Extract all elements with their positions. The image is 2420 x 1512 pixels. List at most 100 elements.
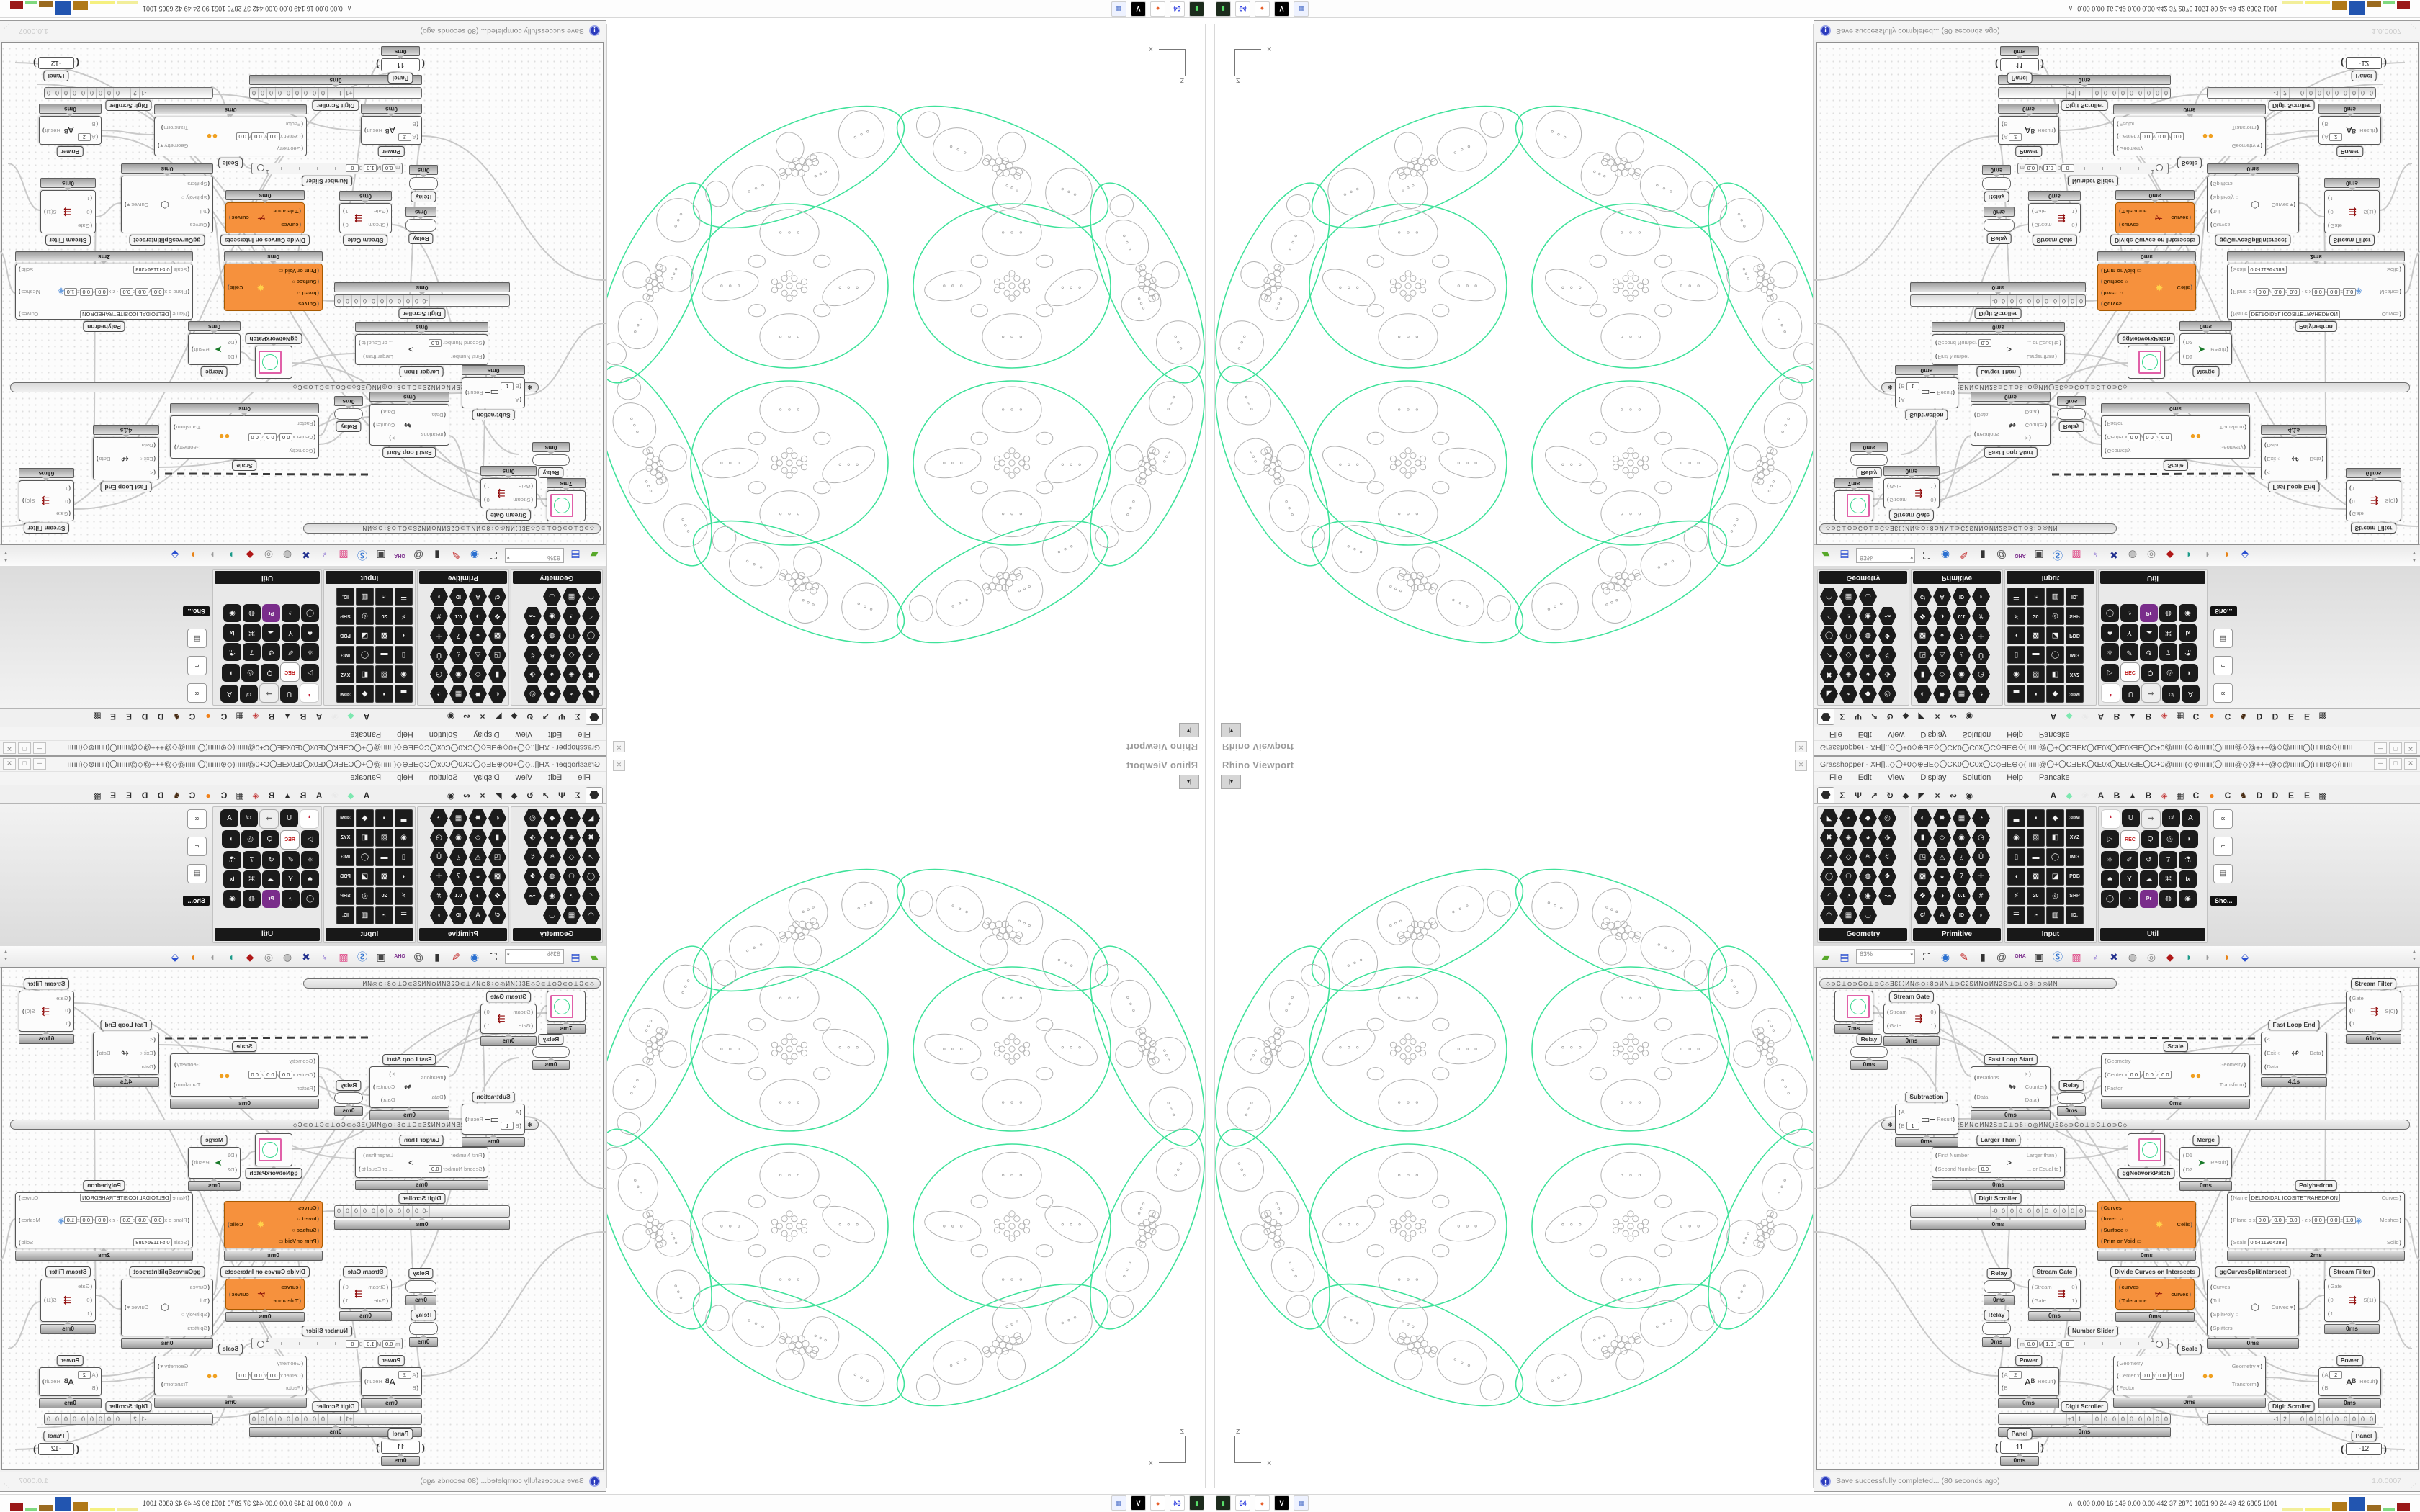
output-port[interactable]: Counter	[373, 420, 395, 429]
output-port[interactable]: Data	[373, 1096, 395, 1104]
gh-node-relay[interactable]: Relay 0ms	[2057, 1080, 2086, 1116]
digit-scroller-body[interactable]: ·0 0 0 0 0 0 0 0 0 0 0	[334, 1205, 510, 1218]
node-body[interactable]: D1D2➤Result	[188, 333, 241, 365]
digit-cell[interactable]: 0	[62, 1414, 71, 1424]
win64-icon[interactable]: 64	[1170, 1495, 1185, 1511]
node-body[interactable]: <Exit ○Data↫Data	[2261, 1032, 2327, 1075]
relay-body[interactable]	[1984, 1280, 2015, 1293]
palette-tab-12[interactable]: ❀	[2081, 791, 2089, 801]
digit-cell[interactable]: 0	[2144, 1414, 2153, 1424]
palette-icon[interactable]: 0.1	[1953, 887, 1971, 905]
palette-icon[interactable]: Pr	[2140, 890, 2158, 908]
digit-cell[interactable]: 0	[2367, 88, 2375, 98]
palette-icon[interactable]: ⚗	[2179, 851, 2197, 869]
firefox-icon[interactable]: ●	[1255, 1495, 1270, 1511]
palette-icon[interactable]: ◯	[1820, 868, 1838, 886]
viewport-dropdown-button[interactable]: |▾	[1221, 775, 1241, 789]
digit-cell[interactable]: 0	[2136, 1414, 2144, 1424]
palette-tab-0[interactable]	[1817, 787, 1834, 803]
digit-cell[interactable]: 0	[284, 1414, 293, 1424]
palette-tab-14[interactable]: B	[2113, 791, 2120, 801]
input-port[interactable]: Data	[1974, 411, 1999, 420]
node-body[interactable]: curvesTolerance✃curves	[2115, 1279, 2195, 1310]
gh-node-stream-gate[interactable]: Stream GateStreamGate⇶010ms	[1883, 466, 1940, 521]
input-port[interactable]: Data	[2264, 441, 2281, 449]
input-port[interactable]: SplitPoly ○	[2210, 1310, 2239, 1319]
gh-node-orange1[interactable]: CurvesInvert ○Surface ○Prim or Void ▭✸Ce…	[224, 1201, 323, 1261]
node-body[interactable]: Name DELTOIDAL ICOSITETRAHEDRONCurvesPla…	[15, 1192, 193, 1248]
digit-cell[interactable]: 0	[2144, 88, 2153, 98]
input-port[interactable]: Exit ○	[139, 1049, 156, 1058]
input-port[interactable]: curves	[274, 1283, 301, 1292]
palette-tab-11[interactable]: ◆	[2066, 791, 2073, 801]
win64-icon[interactable]: 64	[1235, 1, 1250, 17]
node-body[interactable]: A 2BAᴮResult	[1998, 1367, 2059, 1396]
window-icon[interactable]: ▣	[2034, 950, 2044, 963]
gh-node-stream-gate[interactable]: Stream GateStreamGate⇶010ms	[339, 191, 392, 246]
input-port[interactable]: Exit ○	[2264, 454, 2281, 463]
node-body[interactable]: AB 1▭−Result	[462, 377, 525, 408]
gh-node-relay[interactable]: Relay 0ms	[1982, 1310, 2011, 1347]
palette-icon[interactable]: ▨	[2027, 829, 2045, 847]
gh-node-stream-gate[interactable]: Stream GateStreamGate⇶010ms	[2028, 191, 2081, 246]
digit-cell[interactable]: 0	[352, 295, 361, 306]
palette-tab-24[interactable]: D	[2272, 791, 2279, 801]
viewport-close-icon[interactable]: ✕	[1795, 760, 1807, 771]
palette-icon[interactable]: ◡	[1859, 906, 1877, 924]
palette-icon[interactable]: ◉	[2007, 829, 2025, 847]
node-body[interactable]: <Exit ○Data↫Data	[2261, 437, 2327, 480]
gh-node-scale[interactable]: ScaleGeometryCenter x0.0y0.0z0.0Factor●●…	[170, 403, 319, 471]
output-port[interactable]: ... or Equal to	[359, 1165, 394, 1174]
palette-icon[interactable]: ☰	[2007, 906, 2025, 924]
palette-icon[interactable]: ◇	[1933, 829, 1951, 847]
search-s-icon[interactable]: Ⓢ	[2053, 950, 2063, 963]
gh-node-polyhedron[interactable]: PolyhedronName DELTOIDAL ICOSITETRAHEDRO…	[2227, 251, 2405, 332]
node-body[interactable]: GeometryCenter x0.0y0.0z0.0Factor●●Geome…	[2113, 117, 2266, 156]
palette-icon[interactable]: ◎	[1878, 809, 1896, 827]
digit-cell[interactable]: 0	[2025, 295, 2033, 306]
sketch-pen-icon[interactable]: ✎	[1960, 950, 1968, 963]
gh-node-panel[interactable]: Panel-12	[2341, 1431, 2387, 1455]
palette-icon[interactable]: ◍	[1859, 868, 1877, 886]
palette-icon[interactable]: ➡	[2141, 809, 2161, 829]
gh-node-subtraction[interactable]: SubtractionAB 1▭−Result0ms	[462, 1092, 525, 1147]
palette-tab-27[interactable]: ▩	[2318, 791, 2327, 801]
palette-icon[interactable]: ◧	[2046, 829, 2064, 847]
digit-cell[interactable]: 0	[302, 1414, 310, 1424]
input-port[interactable]: Plane o x0.0y0.0z0.0 · z x0.0y0.0z1.0	[2231, 1216, 2357, 1225]
digit-cell[interactable]: 0	[2033, 1206, 2042, 1217]
output-port[interactable]: Geometry ▾	[158, 1362, 189, 1371]
input-port[interactable]: 0	[78, 207, 92, 216]
digit-cell[interactable]: -1	[2272, 88, 2280, 98]
output-port[interactable]: Data	[2310, 454, 2323, 463]
input-port[interactable]: Gate	[78, 1282, 92, 1291]
gh-node-ggcurvessplitintersect[interactable]: ggCurvesSplitIntersectCurvesTolSplitPoly…	[2207, 1266, 2299, 1349]
gh-node-stream-filter[interactable]: Stream FilterGate01⇶S(1)0ms	[2324, 178, 2380, 246]
palette-icon[interactable]: ▷	[2101, 830, 2119, 848]
output-port[interactable]: curves	[2171, 214, 2191, 222]
node-body[interactable]	[1834, 490, 1873, 521]
palette-icon[interactable]: ◇	[1839, 848, 1857, 866]
digit-cell[interactable]: 2	[2280, 1414, 2289, 1424]
palette-icon[interactable]: ◳	[1914, 848, 1932, 866]
palette-icon[interactable]: ◉	[1859, 887, 1877, 905]
input-port[interactable]: Scale 0.5411964388	[133, 1238, 189, 1247]
node-body[interactable]: D1D2➤Result	[188, 1147, 241, 1179]
gh-node-scale[interactable]: ScaleGeometryCenter x0.0y0.0z0.0Factor●●…	[2113, 104, 2266, 168]
calculator-icon[interactable]: ▦	[1294, 1495, 1309, 1511]
palette-icon[interactable]: ⚛	[2101, 851, 2119, 869]
gh-node-scale[interactable]: ScaleGeometryCenter x0.0y0.0z0.0Factor●●…	[154, 1344, 307, 1408]
digit-cell[interactable]: 0	[2092, 88, 2101, 98]
digit-cell[interactable]: 0	[2136, 88, 2144, 98]
palette-icon[interactable]: Y	[2120, 870, 2138, 888]
input-port[interactable]: Curves	[2210, 221, 2238, 230]
gh-node-relay[interactable]: Relay 0ms	[405, 1268, 436, 1305]
input-port[interactable]: B	[2002, 120, 2022, 128]
gh-node-relay[interactable]: Relay 0ms	[409, 165, 438, 202]
input-port[interactable]: Tolerance	[2119, 1297, 2147, 1305]
input-port[interactable]: Gate	[368, 207, 388, 216]
digit-cell[interactable]: 0	[344, 1206, 352, 1217]
node-body[interactable]: Gate01⇶S(0)	[19, 991, 74, 1032]
canvas-group-bar[interactable]: ✱ ИN◎⊙÷8⊙ИN⊥⊃C2SИN⊙ИN2S⊃C⊥⊙8÷⊙◎ИN〇ƎƐ◇⊃C⊙…	[10, 382, 539, 392]
menu-edit[interactable]: Edit	[1857, 773, 1872, 782]
